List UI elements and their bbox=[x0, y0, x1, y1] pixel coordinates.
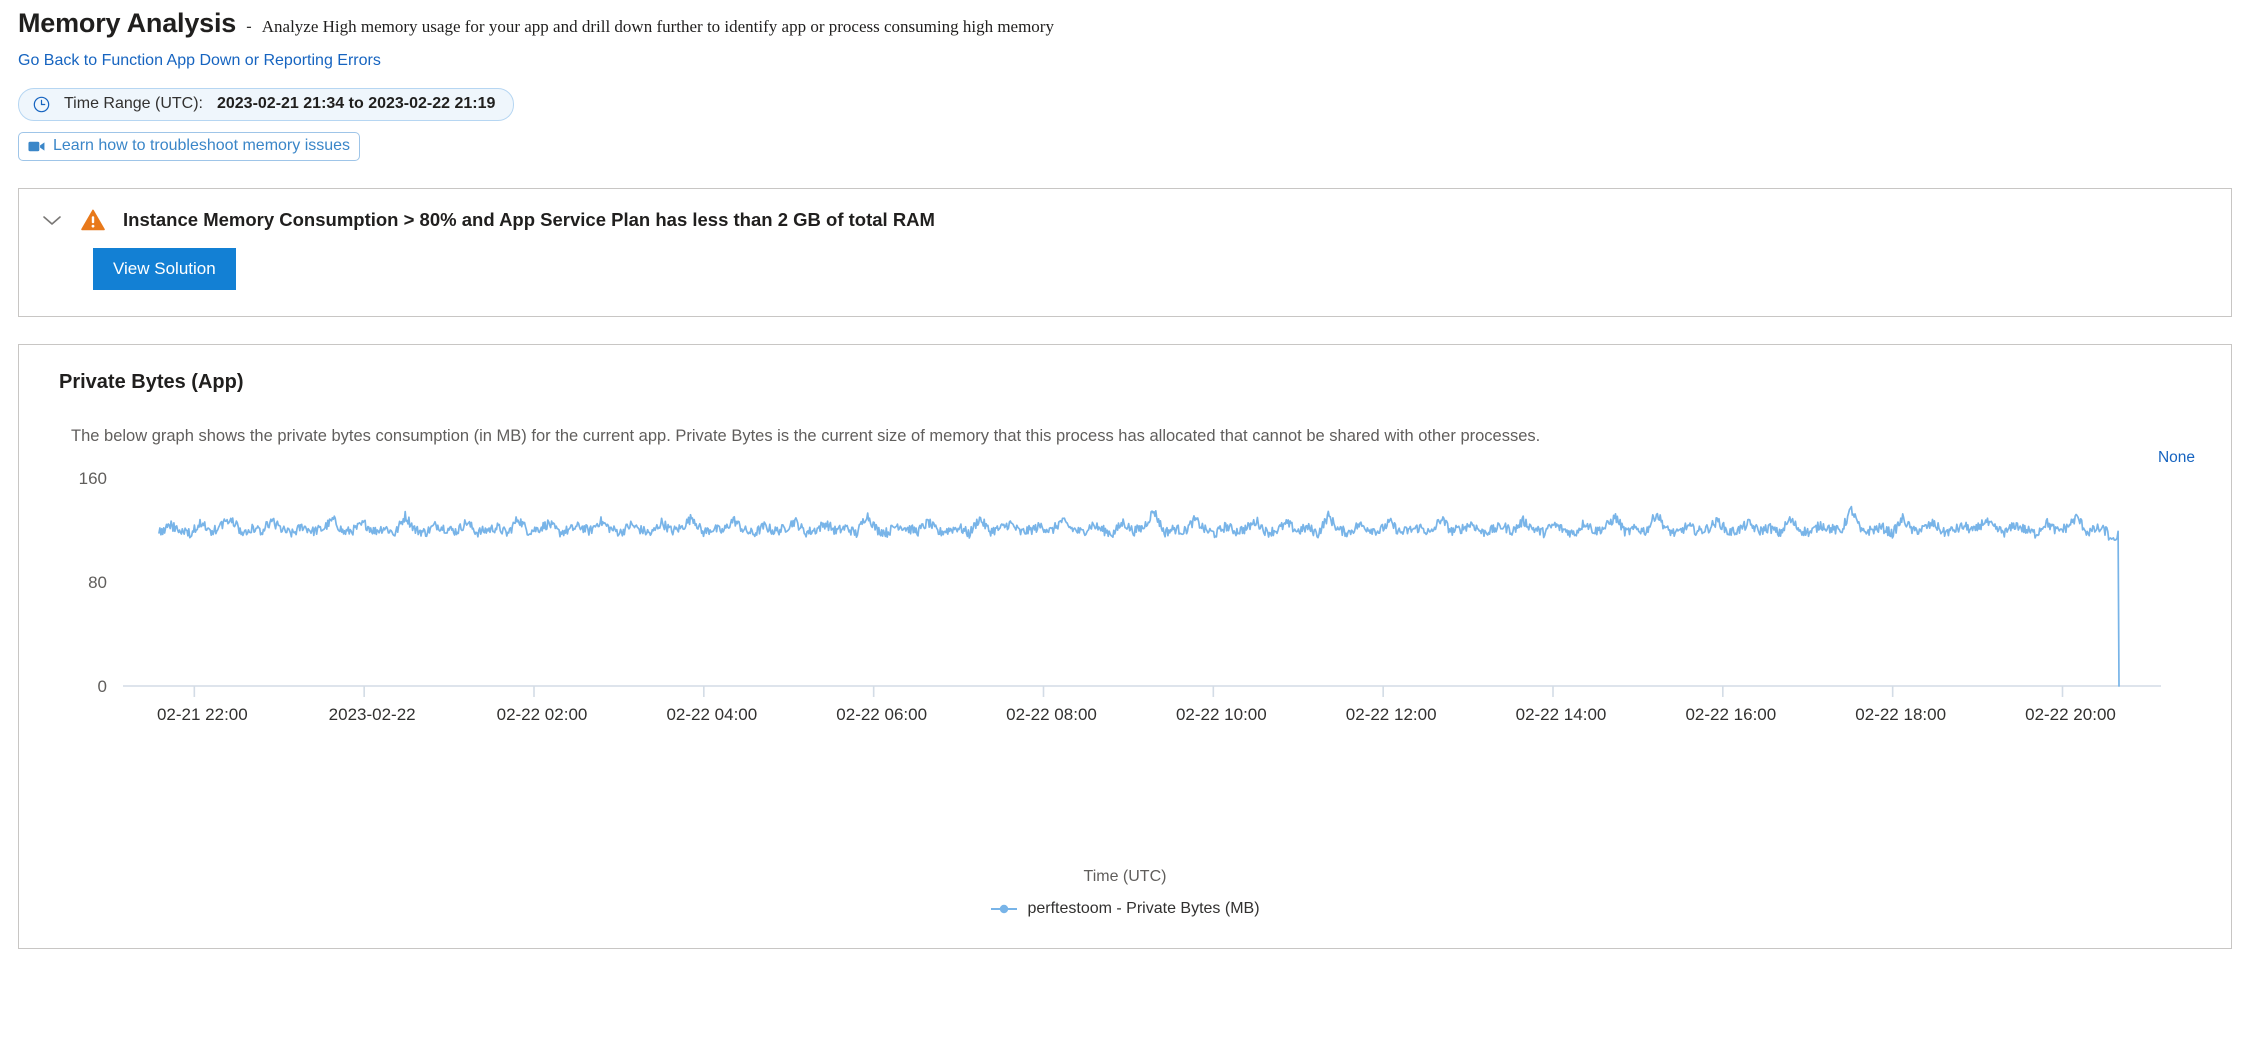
svg-text:02-22 14:00: 02-22 14:00 bbox=[1516, 705, 1607, 724]
svg-text:160: 160 bbox=[79, 469, 107, 488]
chart-plot-area[interactable]: 0 80 160 02-21 22:00 2023-02-22 02-22 02:00 02… bbox=[45, 464, 2205, 874]
learn-troubleshoot-memory-button[interactable]: Learn how to troubleshoot memory issues bbox=[18, 132, 361, 161]
legend-line-marker-icon bbox=[990, 903, 1018, 915]
title-separator: - bbox=[246, 17, 252, 36]
time-range-value: 2023-02-21 21:34 to 2023-02-22 21:19 bbox=[216, 95, 496, 112]
legend-series-label: perftestoom - Private Bytes (MB) bbox=[1027, 900, 1260, 917]
page-subtitle: Analyze High memory usage for your app a… bbox=[261, 17, 1054, 36]
private-bytes-chart-card: Private Bytes (App) The below graph show… bbox=[18, 344, 2232, 949]
svg-text:2023-02-22: 2023-02-22 bbox=[329, 705, 416, 724]
view-solution-button[interactable]: View Solution bbox=[93, 248, 236, 290]
svg-text:02-22 08:00: 02-22 08:00 bbox=[1006, 705, 1097, 724]
clock-icon bbox=[33, 96, 50, 113]
svg-text:02-22 18:00: 02-22 18:00 bbox=[1855, 705, 1946, 724]
chart-toolbar: None bbox=[2158, 449, 2195, 467]
page-title: Memory Analysis bbox=[18, 8, 237, 38]
insight-header[interactable]: Instance Memory Consumption > 80% and Ap… bbox=[41, 209, 2209, 231]
memory-analysis-page: Memory Analysis - Analyze High memory us… bbox=[18, 0, 2232, 949]
chart-options-none-link[interactable]: None bbox=[2157, 449, 2195, 466]
svg-text:02-22 06:00: 02-22 06:00 bbox=[836, 705, 927, 724]
svg-text:0: 0 bbox=[98, 677, 107, 696]
svg-text:80: 80 bbox=[88, 573, 107, 592]
svg-text:02-21 22:00: 02-21 22:00 bbox=[157, 705, 248, 724]
chart-svg: 0 80 160 02-21 22:00 2023-02-22 02-22 02:00 02… bbox=[79, 469, 2161, 724]
time-range-row: Time Range (UTC): 2023-02-21 21:34 to 20… bbox=[18, 88, 2232, 121]
svg-text:02-22 04:00: 02-22 04:00 bbox=[666, 705, 757, 724]
video-link-row: Learn how to troubleshoot memory issues bbox=[18, 132, 2232, 161]
insight-title: Instance Memory Consumption > 80% and Ap… bbox=[123, 209, 935, 230]
chart-description: The below graph shows the private bytes … bbox=[71, 427, 1541, 445]
chart-x-axis-title: Time (UTC) bbox=[1083, 868, 1167, 885]
chart-card-title: Private Bytes (App) bbox=[59, 371, 244, 393]
video-link-label: Learn how to troubleshoot memory issues bbox=[53, 137, 351, 154]
svg-text:02-22 02:00: 02-22 02:00 bbox=[497, 705, 588, 724]
time-range-pill[interactable]: Time Range (UTC): 2023-02-21 21:34 to 20… bbox=[18, 88, 515, 121]
svg-text:02-22 12:00: 02-22 12:00 bbox=[1346, 705, 1437, 724]
go-back-link[interactable]: Go Back to Function App Down or Reportin… bbox=[18, 52, 381, 69]
video-camera-icon bbox=[28, 140, 45, 153]
chevron-down-icon[interactable] bbox=[41, 213, 63, 227]
time-range-label: Time Range (UTC): bbox=[64, 95, 203, 112]
svg-text:02-22 10:00: 02-22 10:00 bbox=[1176, 705, 1267, 724]
svg-text:02-22 16:00: 02-22 16:00 bbox=[1685, 705, 1776, 724]
warning-triangle-icon bbox=[81, 209, 105, 231]
insight-card: Instance Memory Consumption > 80% and Ap… bbox=[18, 188, 2232, 317]
svg-text:02-22 20:00: 02-22 20:00 bbox=[2025, 705, 2116, 724]
page-header: Memory Analysis - Analyze High memory us… bbox=[18, 0, 2232, 39]
chart-legend[interactable]: perftestoom - Private Bytes (MB) bbox=[45, 900, 2205, 918]
